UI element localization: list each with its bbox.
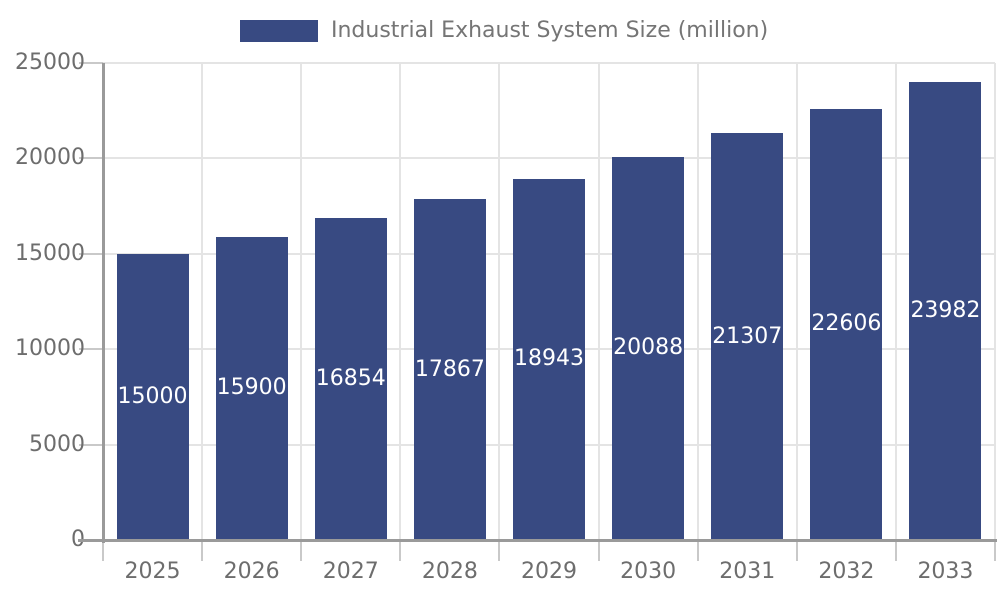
gridline-v-6	[696, 63, 699, 540]
bar-2031	[711, 133, 784, 540]
x-tick-5	[597, 540, 600, 561]
y-tick-label-20000: 20000	[15, 145, 85, 171]
bar-2026	[215, 236, 288, 540]
gridline-v-7	[795, 63, 798, 540]
x-tick-7	[795, 540, 798, 561]
legend-label: Industrial Exhaust System Size (million)	[331, 18, 769, 43]
y-tick-label-15000: 15000	[15, 240, 85, 266]
x-tick-label-2029: 2029	[521, 559, 577, 584]
x-axis-line	[78, 538, 997, 542]
bar-2025	[116, 253, 189, 540]
x-tick-label-2028: 2028	[421, 559, 478, 584]
y-tick-25000	[79, 62, 103, 64]
y-tick-5000	[79, 443, 103, 446]
gridline-v-5	[597, 63, 600, 540]
bar-2030	[612, 156, 685, 540]
x-tick-label-2031: 2031	[719, 559, 776, 584]
x-tick-label-2027: 2027	[322, 559, 379, 584]
bar-value-label-2026: 15900	[216, 375, 287, 401]
bar-value-label-2027: 16854	[315, 366, 386, 392]
legend-swatch	[240, 20, 318, 42]
x-tick-2	[300, 540, 303, 561]
bar-value-label-2033: 23982	[910, 298, 981, 324]
bar-2033	[909, 82, 982, 540]
bar-value-label-2025: 15000	[117, 383, 188, 409]
x-tick-label-2026: 2026	[223, 559, 280, 584]
y-tick-10000	[79, 348, 103, 351]
y-axis-line	[101, 63, 105, 543]
gridline-v-4	[498, 63, 501, 540]
x-tick-3	[399, 540, 402, 561]
gridline-v-3	[399, 63, 402, 540]
bar-value-label-2028: 17867	[414, 356, 485, 382]
chart-legend: Industrial Exhaust System Size (million)	[240, 19, 768, 43]
bar-value-label-2029: 18943	[514, 346, 584, 372]
gridline-v-1	[201, 63, 204, 540]
y-tick-label-5000: 5000	[29, 431, 85, 457]
bar-value-label-2030: 20088	[613, 335, 684, 361]
x-tick-label-2033: 2033	[917, 559, 974, 584]
x-tick-0	[102, 540, 104, 561]
gridline-h-25000	[103, 62, 995, 64]
bar-2029	[513, 178, 585, 540]
bar-2032	[810, 108, 883, 540]
bar-2028	[413, 199, 486, 540]
y-tick-label-10000: 10000	[15, 336, 85, 362]
x-tick-6	[696, 540, 699, 561]
x-tick-8	[894, 540, 897, 561]
x-tick-1	[201, 540, 204, 561]
x-tick-label-2032: 2032	[818, 559, 875, 584]
gridline-h-20000	[103, 157, 995, 160]
bar-value-label-2032: 22606	[811, 311, 882, 337]
x-tick-9	[994, 540, 996, 561]
bar-value-label-2031: 21307	[712, 323, 783, 349]
y-tick-label-0: 0	[0, 526, 85, 554]
gridline-v-2	[300, 63, 303, 540]
y-tick-label-25000: 25000	[15, 50, 85, 75]
bar-2027	[314, 218, 387, 540]
x-tick-label-2025: 2025	[124, 559, 181, 584]
gridline-v-9	[994, 63, 996, 540]
x-tick-4	[498, 540, 501, 561]
x-tick-label-2030: 2030	[620, 559, 677, 584]
y-tick-20000	[79, 157, 103, 160]
y-tick-15000	[79, 252, 103, 255]
gridline-v-8	[894, 63, 897, 540]
